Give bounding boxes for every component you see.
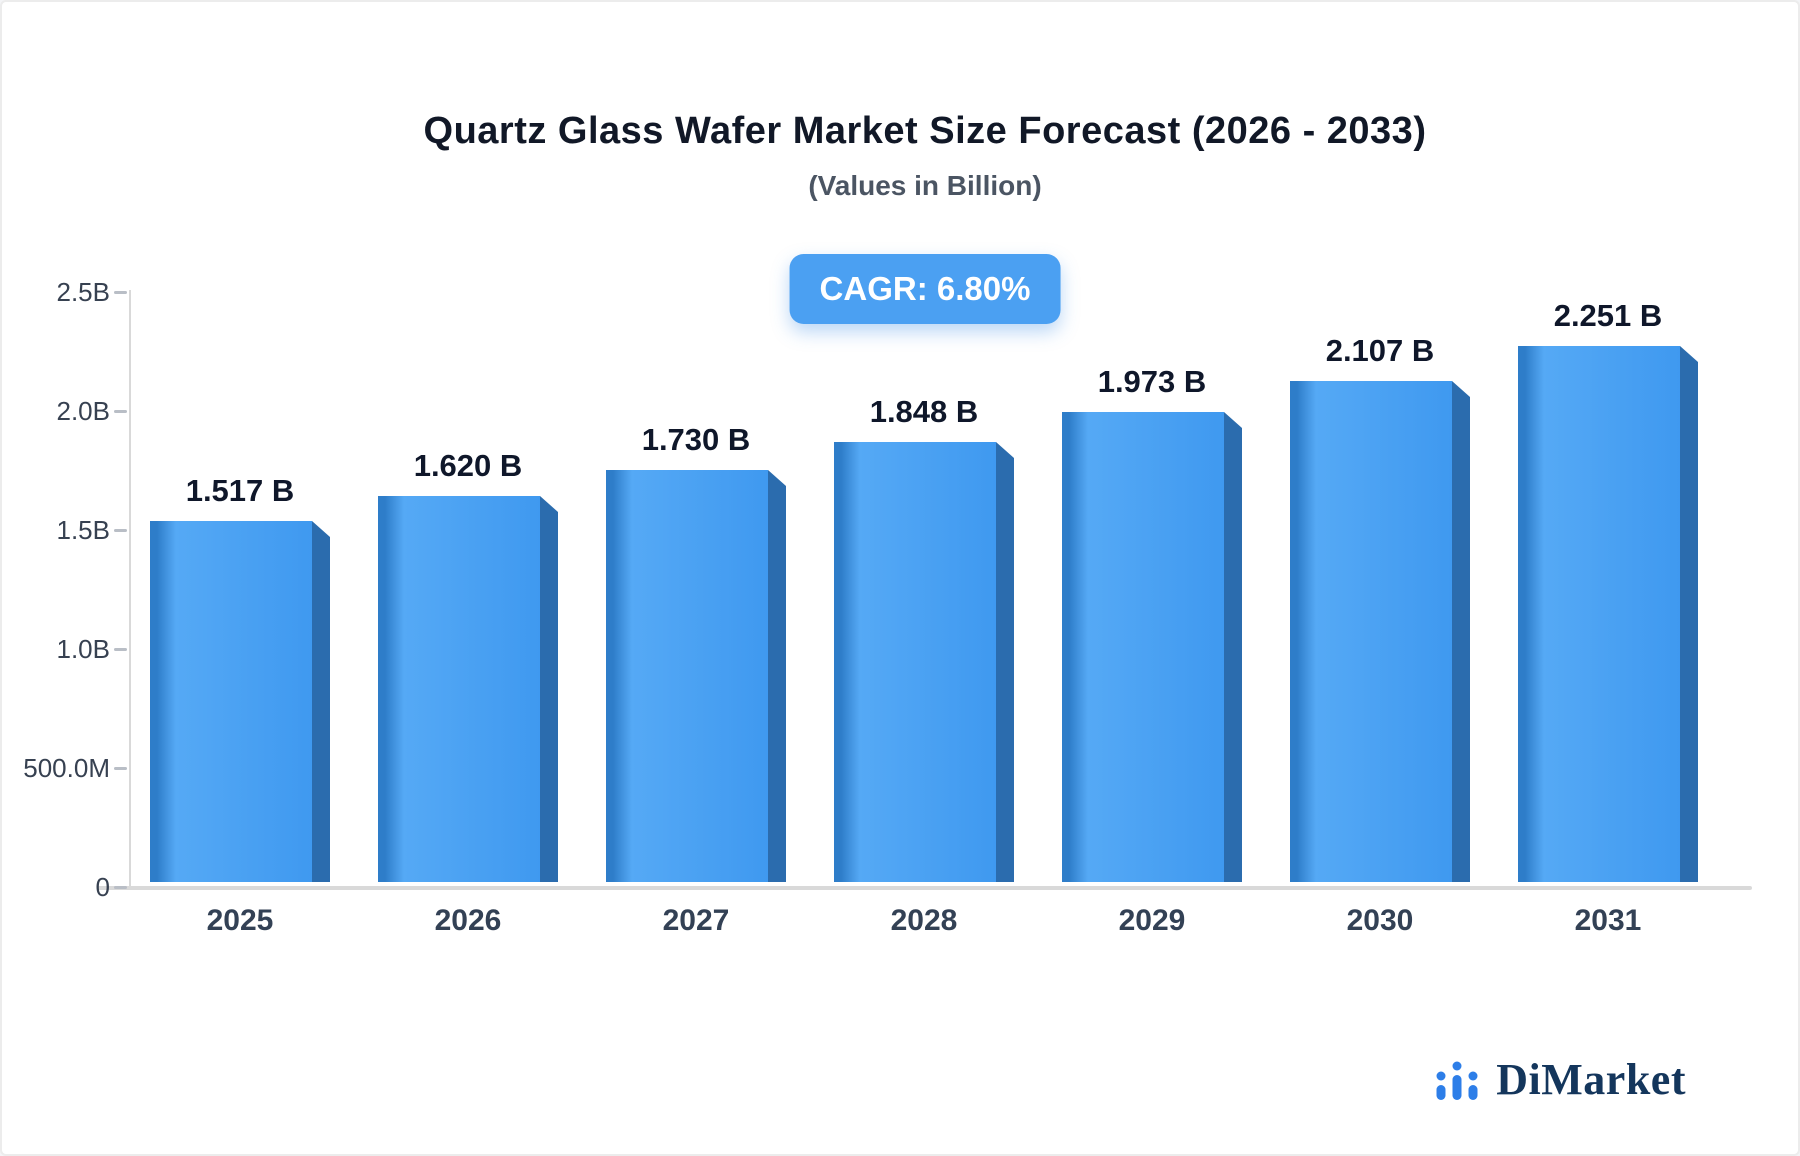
cagr-badge: CAGR: 6.80% [789,254,1061,324]
x-axis-label: 2029 [1118,904,1186,937]
bar-value-label: 2.107 B [1325,333,1435,368]
y-axis-tick-mark [114,766,127,770]
y-axis-tick-mark [114,409,127,413]
x-axis-line [97,886,1752,890]
y-axis-tick-label: 0 [95,872,110,902]
x-axis-label: 2027 [662,904,730,937]
bar-value-label: 1.730 B [641,422,751,457]
bar-face [606,470,768,882]
x-axis-label: 2025 [206,904,274,937]
y-axis-tick-label: 1.0B [56,634,111,664]
bar: 1.620 B [378,448,558,882]
x-axis-label: 2031 [1574,904,1642,937]
chart-title: Quartz Glass Wafer Market Size Forecast … [423,110,1427,152]
x-axis-label: 2030 [1346,904,1414,937]
y-axis-line [129,290,131,887]
bar-face [150,521,312,882]
x-axis-label: 2028 [890,904,958,937]
bar-value-label: 1.620 B [413,448,523,483]
bar: 1.973 B [1062,364,1242,882]
x-axis-label: 2026 [434,904,502,937]
y-axis-tick-mark [114,647,127,651]
bar-side-face [1680,346,1698,882]
bar-side-face [1224,412,1242,882]
y-axis-tick-label: 2.0B [56,396,111,426]
bar-value-label: 2.251 B [1553,298,1663,333]
bar-side-face [540,496,558,882]
y-axis-tick-mark [114,885,127,889]
bar-side-face [312,521,330,882]
bar: 1.730 B [606,422,786,882]
bar-face [834,442,996,882]
bar-side-face [768,470,786,882]
bar-value-label: 1.848 B [869,394,979,429]
bar-face [378,496,540,882]
y-axis-tick-label: 500.0M [23,753,110,783]
y-axis-tick-label: 2.5B [56,277,111,307]
bar: 2.107 B [1290,333,1470,882]
bar-face [1062,412,1224,882]
bar: 2.251 B [1518,298,1698,882]
bar-side-face [1452,381,1470,882]
dimarket-icon [1436,1061,1478,1100]
bar-face [1290,381,1452,882]
y-axis-tick-mark [114,528,127,532]
bar-side-face [996,442,1014,882]
y-axis-tick-label: 1.5B [56,515,111,545]
bar-value-label: 1.973 B [1097,364,1207,399]
chart-subtitle: (Values in Billion) [808,170,1042,201]
bar: 1.517 B [150,473,330,882]
bar-face [1518,346,1680,882]
brand-logo: DiMarket [1430,1052,1686,1106]
bar-value-label: 1.517 B [185,473,295,508]
bar: 1.848 B [834,394,1014,882]
y-axis-tick-mark [114,290,127,294]
brand-name: DiMarket [1496,1054,1686,1104]
